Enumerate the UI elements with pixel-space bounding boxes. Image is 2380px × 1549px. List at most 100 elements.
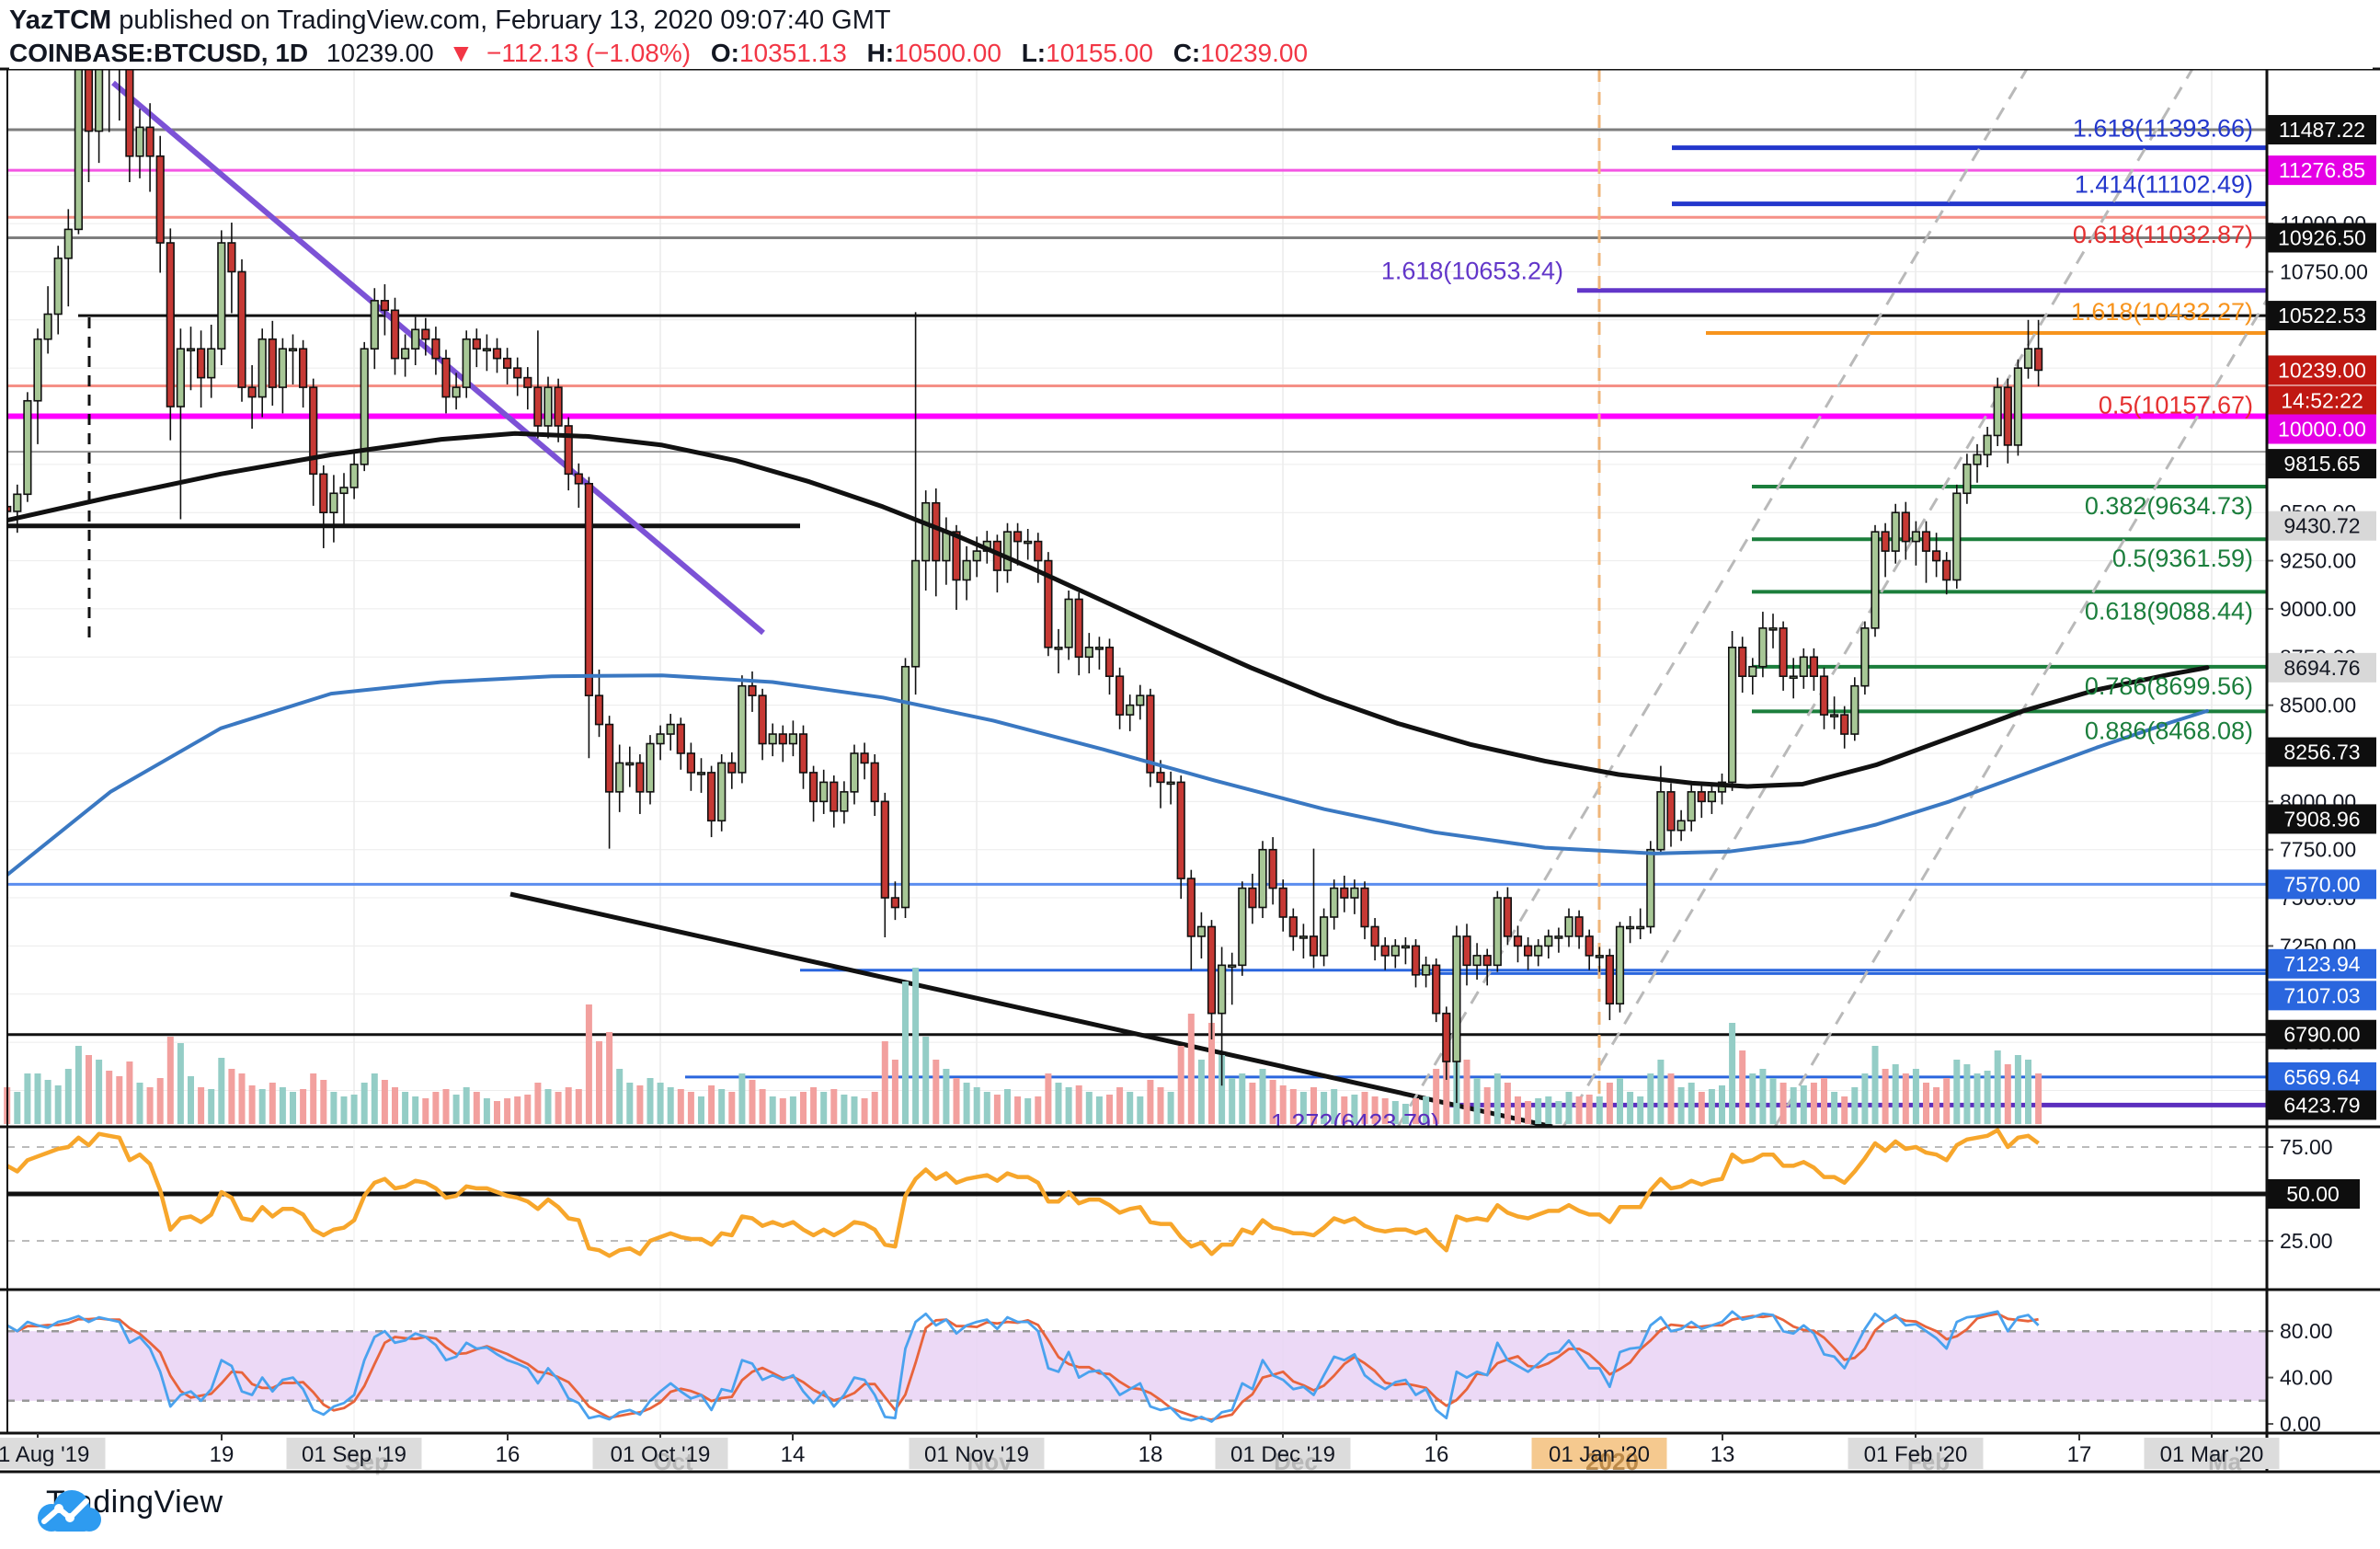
volume-bar [963, 1083, 970, 1124]
volume-bar [2025, 1060, 2031, 1124]
candle-body [339, 487, 349, 495]
volume-bar [933, 1060, 940, 1124]
time-tick-label: 16 [496, 1442, 521, 1467]
candle-body [513, 367, 522, 379]
price-badge [2268, 385, 2376, 416]
candle-body [635, 762, 645, 793]
candle-body [1524, 945, 1533, 957]
time-label-box [1531, 1438, 1667, 1469]
candle-body [1401, 945, 1410, 949]
candle-body [646, 742, 655, 793]
candle-body [84, 70, 94, 132]
candle-body [1268, 848, 1277, 889]
price-badge-text: 6790.00 [2283, 1023, 2360, 1047]
candle-body [2023, 348, 2033, 369]
candle-body [1697, 791, 1706, 803]
candle-body [1054, 647, 1063, 650]
candle-body [1544, 935, 1553, 947]
candle-body [840, 791, 849, 812]
candle-body [1309, 935, 1319, 957]
volume-bar [218, 1058, 225, 1124]
price-tick-label: 8500.00 [2280, 694, 2356, 717]
time-ghost-label: 2020 [1585, 1448, 1639, 1475]
high-value: 10500.00 [894, 39, 1001, 67]
volume-bar [1882, 1069, 1889, 1124]
author-name: YazTCM [9, 6, 112, 35]
candle-body [1809, 656, 1818, 678]
volume-bar [198, 1087, 205, 1124]
volume-bars [4, 968, 2042, 1124]
volume-bar [54, 1085, 62, 1124]
volume-bar [1473, 1078, 1481, 1124]
candle-body [890, 897, 899, 909]
price-badge [2268, 737, 2376, 767]
candle-body [1738, 647, 1747, 678]
rsi-pane: 75.00 50.00 25.00 [6, 1128, 2360, 1258]
volume-bar [1075, 1085, 1082, 1124]
volume-bar [1361, 1092, 1368, 1124]
candle-body [288, 348, 298, 352]
volume-bar [14, 1092, 21, 1124]
volume-bar [300, 1089, 307, 1124]
candle-body [43, 313, 52, 340]
candle-body [1850, 684, 1859, 735]
volume-bar [2004, 1064, 2011, 1124]
candle-body [1656, 791, 1665, 851]
trendline [509, 891, 1553, 1127]
volume-bar [74, 1046, 82, 1124]
candle-body [1442, 1012, 1451, 1062]
chart-header: YazTCM published on TradingView.com, Feb… [9, 0, 2373, 69]
candle-body [1360, 887, 1369, 928]
price-axis[interactable]: 11250.0011000.0010750.0010500.0010250.00… [2267, 115, 2376, 1120]
candle-body [615, 762, 624, 793]
time-tick-label: 01 Mar '20 [2160, 1442, 2264, 1467]
symbol-name[interactable]: COINBASE:BTCUSD, 1D [9, 39, 309, 67]
time-tick-label: 01 Aug '19 [0, 1442, 89, 1467]
candle-body [1002, 531, 1013, 571]
volume-bar [728, 1092, 736, 1124]
time-tick-label: 01 Jan '20 [1549, 1442, 1650, 1467]
price-badge-text: 7107.03 [2283, 983, 2360, 1007]
candle-body [74, 70, 83, 231]
volume-bar [1208, 1023, 1215, 1124]
candle-body [1462, 935, 1471, 967]
candle-body [33, 338, 42, 402]
volume-bar [1259, 1069, 1266, 1124]
volume-bar [524, 1095, 532, 1124]
volume-bar [2014, 1055, 2021, 1124]
volume-bar [1851, 1087, 1859, 1124]
candle-body [1799, 656, 1808, 678]
rsi-axis-label: 75.00 [2280, 1135, 2333, 1159]
volume-bar [871, 1092, 878, 1124]
candle-body [594, 694, 604, 726]
volume-bar [1310, 1087, 1317, 1124]
candlesticks[interactable] [4, 0, 2043, 1104]
candle-body [1024, 540, 1033, 545]
volume-bar [1035, 1096, 1042, 1124]
candle-body [1605, 955, 1614, 1005]
fib-label: 0.618(9088.44) [2085, 597, 2253, 625]
candle-body [1779, 627, 1788, 678]
candle-body [278, 348, 288, 388]
time-tick-label: 01 Feb '20 [1864, 1442, 1968, 1467]
candle-body [1789, 675, 1798, 680]
candle-body [778, 733, 787, 745]
candle-body [247, 386, 257, 398]
volume-bar [1321, 1092, 1328, 1124]
volume-bar [1871, 1046, 1879, 1124]
candle-body [1983, 434, 1992, 456]
volume-bar [1116, 1087, 1124, 1124]
candle-body [1126, 704, 1135, 716]
candle-body [554, 386, 563, 427]
candle-body [268, 338, 277, 388]
candle-body [1942, 559, 1951, 581]
price-badge-text: 14:52:22 [2281, 388, 2363, 412]
volume-bar [452, 1095, 460, 1124]
volume-bar [238, 1073, 246, 1124]
candle-body [1554, 935, 1563, 939]
volume-bar [606, 1032, 613, 1124]
tradingview-logo-icon[interactable] [33, 1485, 103, 1536]
candle-body [1156, 772, 1165, 784]
